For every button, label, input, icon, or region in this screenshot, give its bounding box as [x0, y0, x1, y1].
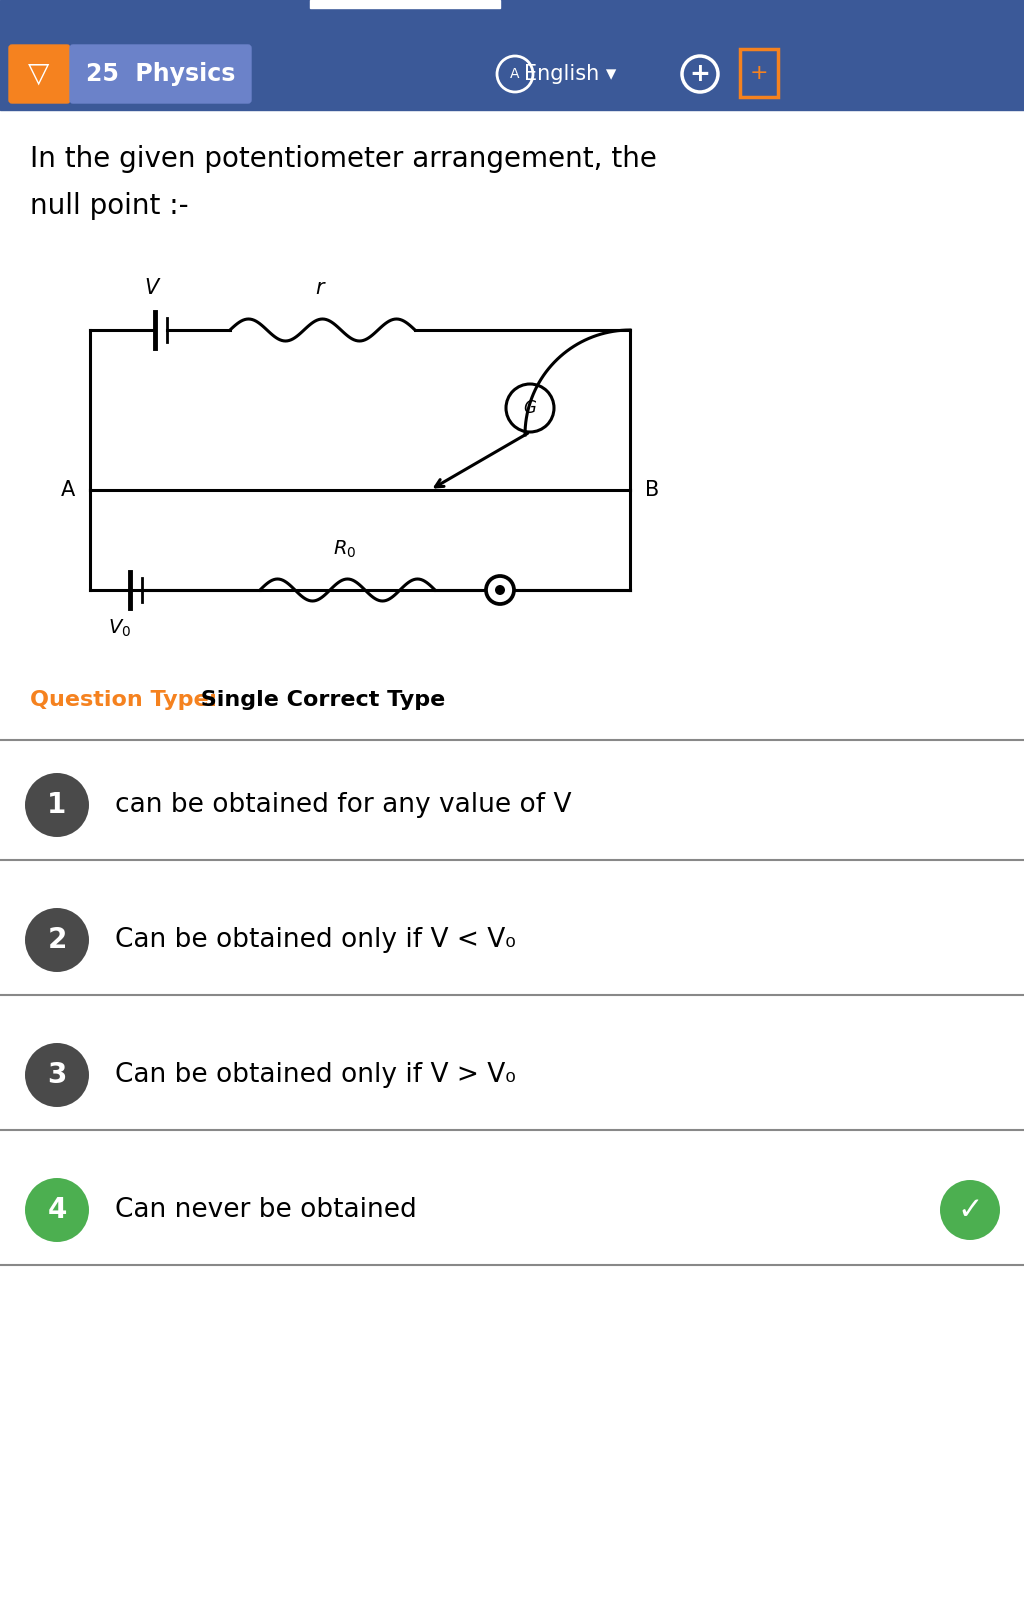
Text: 2: 2 — [47, 927, 67, 954]
Text: V: V — [144, 278, 159, 298]
Text: English ▾: English ▾ — [524, 64, 616, 84]
Text: can be obtained for any value of V: can be obtained for any value of V — [115, 792, 571, 817]
Text: A: A — [60, 479, 75, 500]
Circle shape — [25, 772, 89, 837]
Text: $R_0$: $R_0$ — [334, 539, 356, 560]
Text: Can be obtained only if V > V₀: Can be obtained only if V > V₀ — [115, 1062, 516, 1088]
Text: Can never be obtained: Can never be obtained — [115, 1197, 417, 1223]
Text: B: B — [645, 479, 659, 500]
Text: +: + — [750, 63, 768, 84]
Text: 1: 1 — [47, 792, 67, 819]
Text: G: G — [523, 399, 537, 417]
Circle shape — [495, 586, 505, 595]
FancyBboxPatch shape — [70, 45, 251, 103]
Bar — [310, 0, 500, 8]
Text: Single Correct Type: Single Correct Type — [193, 690, 445, 710]
Text: 4: 4 — [47, 1195, 67, 1224]
Text: In the given potentiometer arrangement, the: In the given potentiometer arrangement, … — [30, 145, 656, 174]
FancyBboxPatch shape — [9, 45, 70, 103]
Text: 3: 3 — [47, 1060, 67, 1089]
Bar — [0, 8, 1024, 109]
Circle shape — [486, 576, 514, 603]
Circle shape — [25, 1043, 89, 1107]
Circle shape — [25, 907, 89, 972]
Text: null point :-: null point :- — [30, 191, 188, 220]
Text: +: + — [689, 63, 711, 85]
Text: ✓: ✓ — [957, 1195, 983, 1224]
Circle shape — [25, 1178, 89, 1242]
Bar — [0, 8, 1024, 109]
Text: Can be obtained only if V < V₀: Can be obtained only if V < V₀ — [115, 927, 516, 953]
Text: 25  Physics: 25 Physics — [86, 63, 236, 85]
Text: r: r — [315, 278, 325, 298]
Text: ▽: ▽ — [29, 60, 50, 88]
Bar — [0, 0, 1024, 8]
Text: $V_0$: $V_0$ — [109, 618, 131, 639]
Circle shape — [940, 1179, 1000, 1241]
Text: Question Type:: Question Type: — [30, 690, 217, 710]
Text: A: A — [510, 68, 520, 80]
